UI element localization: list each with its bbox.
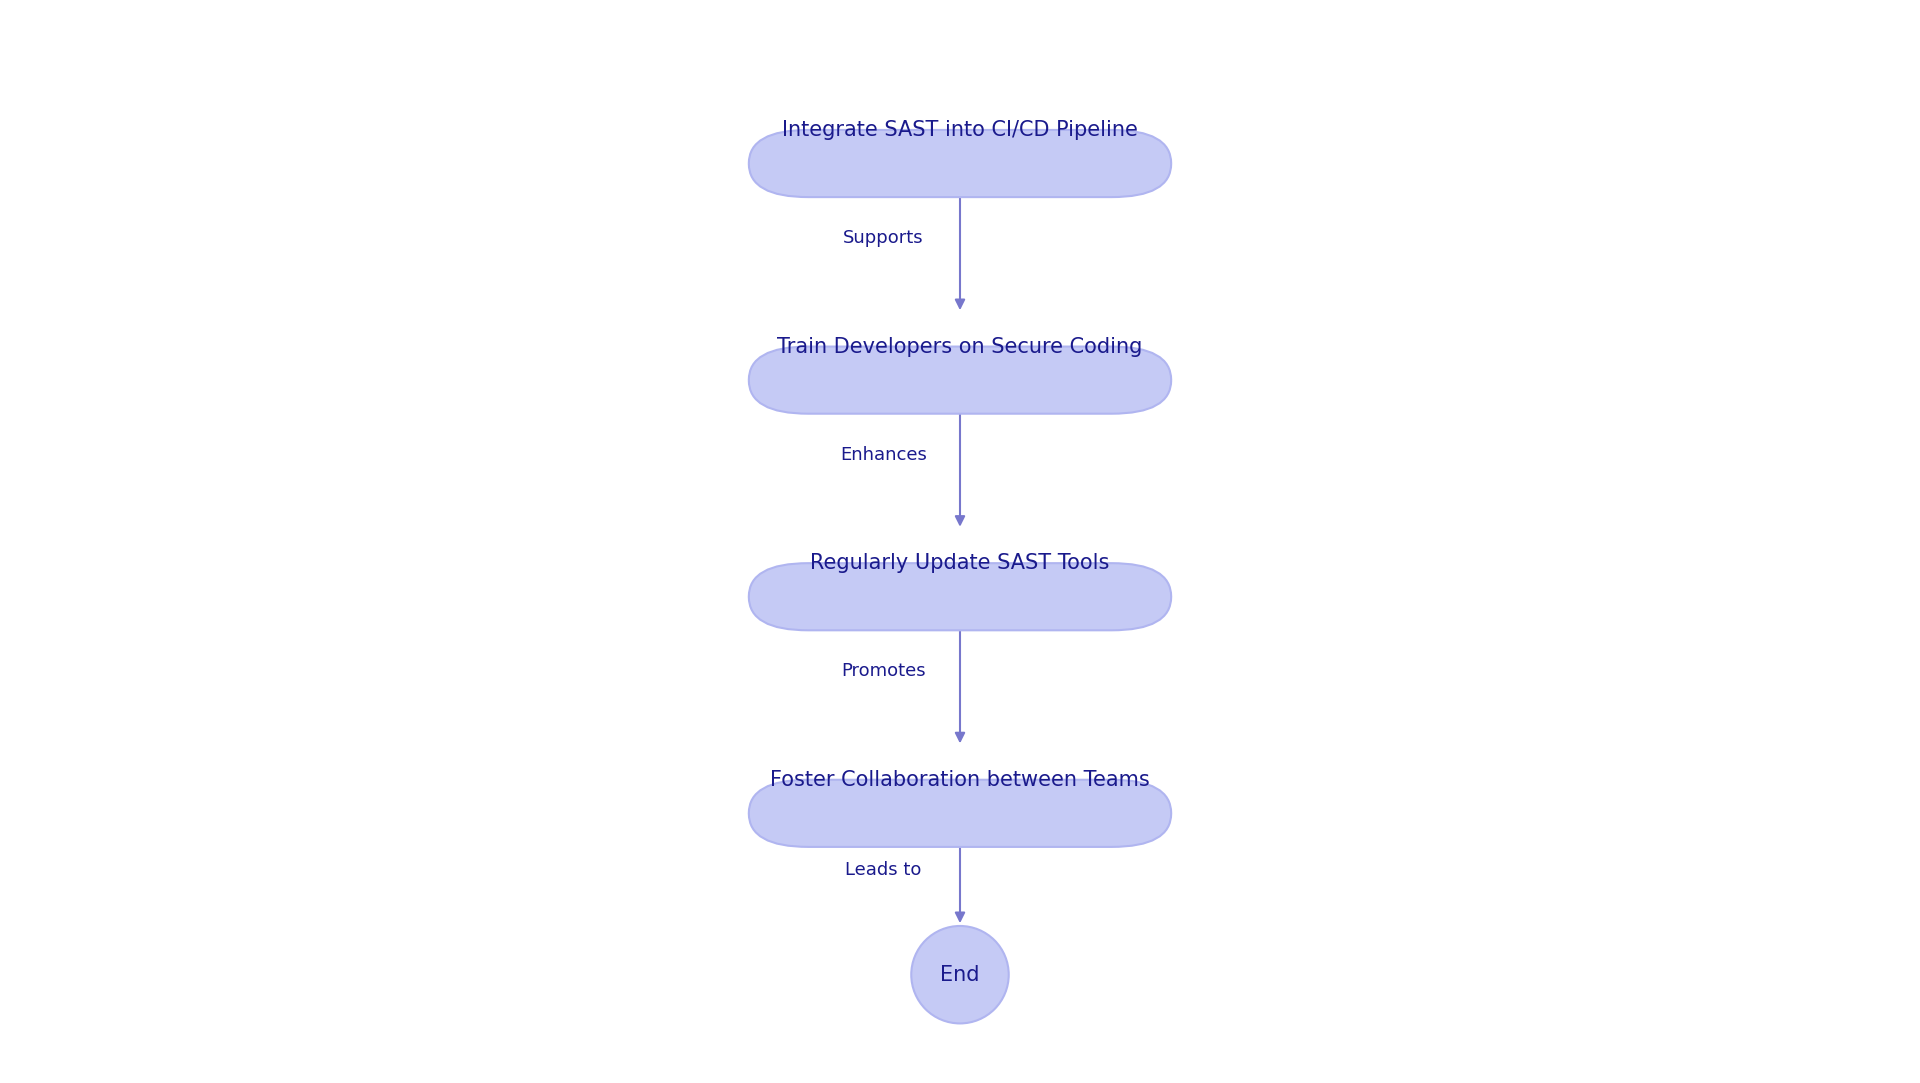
Text: Regularly Update SAST Tools: Regularly Update SAST Tools	[810, 553, 1110, 573]
Ellipse shape	[912, 926, 1008, 1023]
Text: Foster Collaboration between Teams: Foster Collaboration between Teams	[770, 770, 1150, 790]
FancyBboxPatch shape	[749, 780, 1171, 847]
Text: Promotes: Promotes	[841, 663, 925, 680]
FancyBboxPatch shape	[749, 130, 1171, 197]
Text: Supports: Supports	[843, 230, 924, 247]
Text: Leads to: Leads to	[845, 861, 922, 878]
Text: Enhances: Enhances	[839, 446, 927, 464]
FancyBboxPatch shape	[749, 347, 1171, 414]
FancyBboxPatch shape	[749, 563, 1171, 630]
Text: Integrate SAST into CI/CD Pipeline: Integrate SAST into CI/CD Pipeline	[781, 120, 1139, 140]
Text: Train Developers on Secure Coding: Train Developers on Secure Coding	[778, 337, 1142, 356]
Text: End: End	[941, 965, 979, 984]
